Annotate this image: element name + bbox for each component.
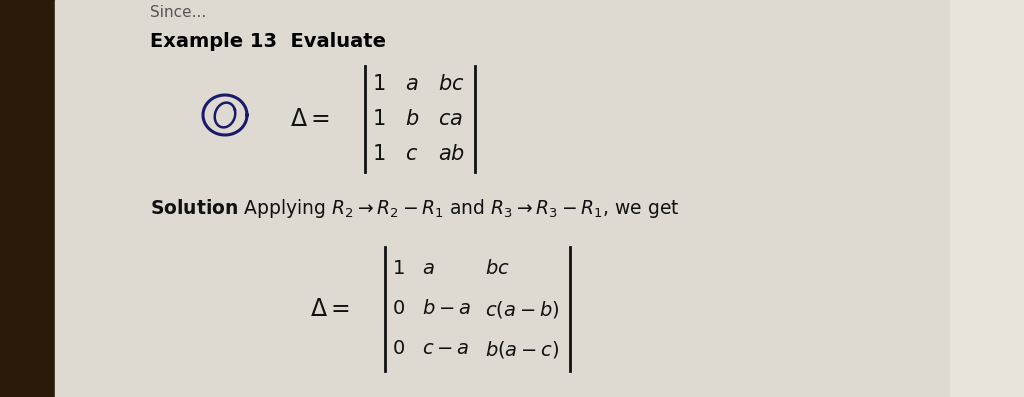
Text: $1$: $1$: [372, 144, 385, 164]
Text: $c(a-b)$: $c(a-b)$: [485, 299, 559, 320]
Text: $1$: $1$: [372, 109, 385, 129]
Bar: [0, 0, 55, 397]
Text: $ca$: $ca$: [438, 109, 463, 129]
Bar: [950, 0, 1024, 397]
Text: Example 13  Evaluate: Example 13 Evaluate: [150, 32, 386, 51]
Text: $0$: $0$: [392, 339, 404, 358]
Text: $\mathbf{Solution}$ Applying $R_2 \rightarrow R_2 - R_1$ and $R_3 \rightarrow R_: $\mathbf{Solution}$ Applying $R_2 \right…: [150, 197, 680, 220]
Text: $bc$: $bc$: [438, 74, 465, 94]
Text: $b$: $b$: [406, 109, 419, 129]
Text: Since...: Since...: [150, 5, 206, 20]
Text: $b(a-c)$: $b(a-c)$: [485, 339, 559, 360]
Text: $0$: $0$: [392, 299, 404, 318]
Text: $1$: $1$: [372, 74, 385, 94]
Text: $bc$: $bc$: [485, 260, 510, 279]
Text: $\Delta =$: $\Delta =$: [310, 297, 350, 321]
Text: $c-a$: $c-a$: [422, 339, 469, 358]
Text: $a$: $a$: [422, 260, 434, 279]
Text: $\Delta =$: $\Delta =$: [290, 107, 330, 131]
Text: $b-a$: $b-a$: [422, 299, 471, 318]
Text: $a$: $a$: [406, 74, 419, 94]
Text: $1$: $1$: [392, 260, 404, 279]
Text: $ab$: $ab$: [438, 144, 465, 164]
Text: $c$: $c$: [406, 144, 418, 164]
